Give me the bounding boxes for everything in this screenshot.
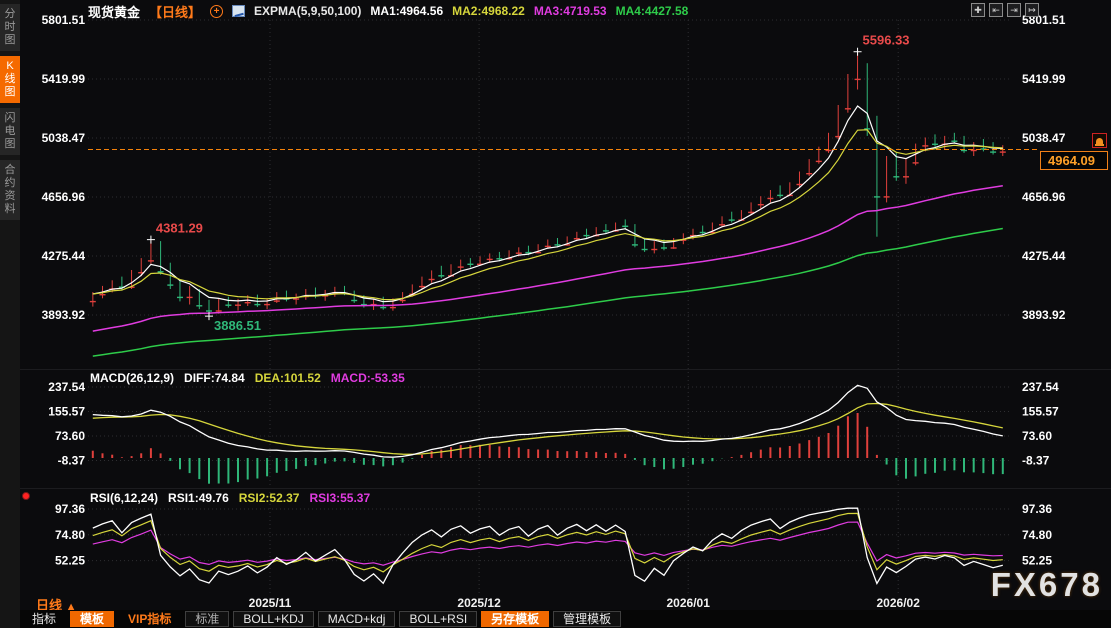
sidebar-item-contract-info[interactable]: 合约资料 [0,160,20,220]
sidebar-item-kline-chart[interactable]: K线图 [0,56,20,103]
rsi-title: RSI(6,12,24) [90,491,159,505]
svg-text:4656.96: 4656.96 [42,190,86,204]
sidebar-item-lightning-chart[interactable]: 闪电图 [0,108,20,155]
watermark: FX678 [990,566,1103,603]
period-tag: 【日线】 [149,4,202,20]
indicator-button[interactable]: 指标 [32,612,57,626]
ma4-value: MA4:4427.58 [615,4,689,18]
period-selector[interactable]: 日线 ▲ [36,595,77,614]
macd-title: MACD(26,12,9) [90,371,175,385]
macd-kdj-button[interactable]: MACD+kdj [317,611,396,627]
macd-header: MACD(26,12,9) DIFF:74.84 DEA:101.52 MACD… [90,371,405,385]
ma1-value: MA1:4964.56 [370,4,444,18]
svg-text:74.80: 74.80 [1022,528,1052,542]
compress-candles-icon[interactable]: ⇤ [989,3,1003,17]
svg-text:5596.33: 5596.33 [863,33,910,48]
chart-toolbar: ✚ ⇤ ⇥ ↦ [971,3,1039,17]
svg-text:74.80: 74.80 [55,528,85,542]
svg-text:3893.92: 3893.92 [1022,308,1066,322]
save-template-button[interactable]: 另存模板 [481,611,550,627]
rsi1-value: RSI1:49.76 [168,491,229,505]
rsi3-value: RSI3:55.37 [309,491,371,505]
svg-text:237.54: 237.54 [48,380,85,394]
gridlines [20,19,1111,593]
svg-text:2025/11: 2025/11 [249,596,292,610]
standard-button[interactable]: 标准 [185,611,230,627]
svg-text:5801.51: 5801.51 [42,13,86,27]
record-indicator-dot [22,492,30,500]
svg-text:97.36: 97.36 [1022,502,1052,516]
expma-lines [92,105,1003,357]
rsi-header: RSI(6,12,24) RSI1:49.76 RSI2:52.37 RSI3:… [90,491,370,505]
current-price-value: 4964.09 [1048,153,1095,168]
price-annotations: 4381.29 3886.51 5596.33 [146,33,910,333]
indicator-title: EXPMA(5,9,50,100) [254,4,362,18]
svg-text:5038.47: 5038.47 [1022,131,1066,145]
svg-text:4275.44: 4275.44 [1022,249,1066,263]
bottom-toolbar: 指标 模板 VIP指标 标准 BOLL+KDJ MACD+kdj BOLL+RSI 另存模板管… [20,610,1111,628]
indicator-panel-icon [232,5,246,17]
manage-template-button[interactable]: 管理模板 [553,611,622,627]
svg-text:5419.99: 5419.99 [1022,72,1066,86]
svg-text:-8.37: -8.37 [1022,454,1050,468]
symbol-name: 现货黄金 [88,4,141,20]
svg-text:2025/12: 2025/12 [457,596,501,610]
date-labels: 2025/11 2025/12 2026/01 2026/02 [249,596,921,610]
chart-header: 现货黄金 【日线】 + EXPMA(5,9,50,100) MA1:4964.5… [88,3,689,20]
svg-text:4275.44: 4275.44 [42,249,86,263]
boll-kdj-button[interactable]: BOLL+KDJ [233,611,314,627]
sidebar-item-time-chart[interactable]: 分时图 [0,4,20,51]
macd-value: MACD:-53.35 [330,371,405,385]
svg-text:-8.37: -8.37 [58,454,86,468]
boll-rsi-button[interactable]: BOLL+RSI [399,611,478,627]
shift-right-icon[interactable]: ↦ [1025,3,1039,17]
current-price-box: 4964.09 [1040,151,1108,170]
svg-text:237.54: 237.54 [1022,380,1059,394]
macd-dea-value: DEA:101.52 [254,371,321,385]
period-label: 日线 [36,598,63,613]
add-indicator-icon[interactable]: + [210,4,224,18]
svg-text:73.60: 73.60 [55,429,85,443]
svg-text:3893.92: 3893.92 [42,308,86,322]
svg-text:5038.47: 5038.47 [42,131,86,145]
svg-text:2026/01: 2026/01 [667,596,711,610]
svg-text:155.57: 155.57 [1022,405,1059,419]
svg-text:4656.96: 4656.96 [1022,190,1066,204]
svg-text:73.60: 73.60 [1022,429,1052,443]
template-button[interactable]: 模板 [70,611,115,627]
svg-text:5419.99: 5419.99 [42,72,86,86]
rsi2-value: RSI2:52.37 [238,491,300,505]
vip-indicator-button[interactable]: VIP指标 [128,612,172,626]
svg-text:3886.51: 3886.51 [214,318,261,333]
svg-text:155.57: 155.57 [48,405,85,419]
ma3-value: MA3:4719.53 [533,4,607,18]
svg-text:52.25: 52.25 [1022,554,1052,568]
rsi-panel [92,507,1003,586]
svg-text:52.25: 52.25 [55,554,85,568]
ma2-value: MA2:4968.22 [452,4,525,18]
svg-text:2026/02: 2026/02 [877,596,921,610]
svg-text:97.36: 97.36 [55,502,85,516]
macd-panel [91,384,1004,484]
macd-diff-value: DIFF:74.84 [184,371,245,385]
price-alert-icon[interactable] [1092,133,1107,148]
expand-candles-icon[interactable]: ⇥ [1007,3,1021,17]
chevron-up-icon: ▲ [65,601,77,613]
bell-icon [1095,137,1104,146]
candles [89,51,1006,317]
crosshair-icon[interactable]: ✚ [971,3,985,17]
sidebar: 分时图 K线图 闪电图 合约资料 [0,0,20,628]
svg-text:4381.29: 4381.29 [156,221,203,236]
